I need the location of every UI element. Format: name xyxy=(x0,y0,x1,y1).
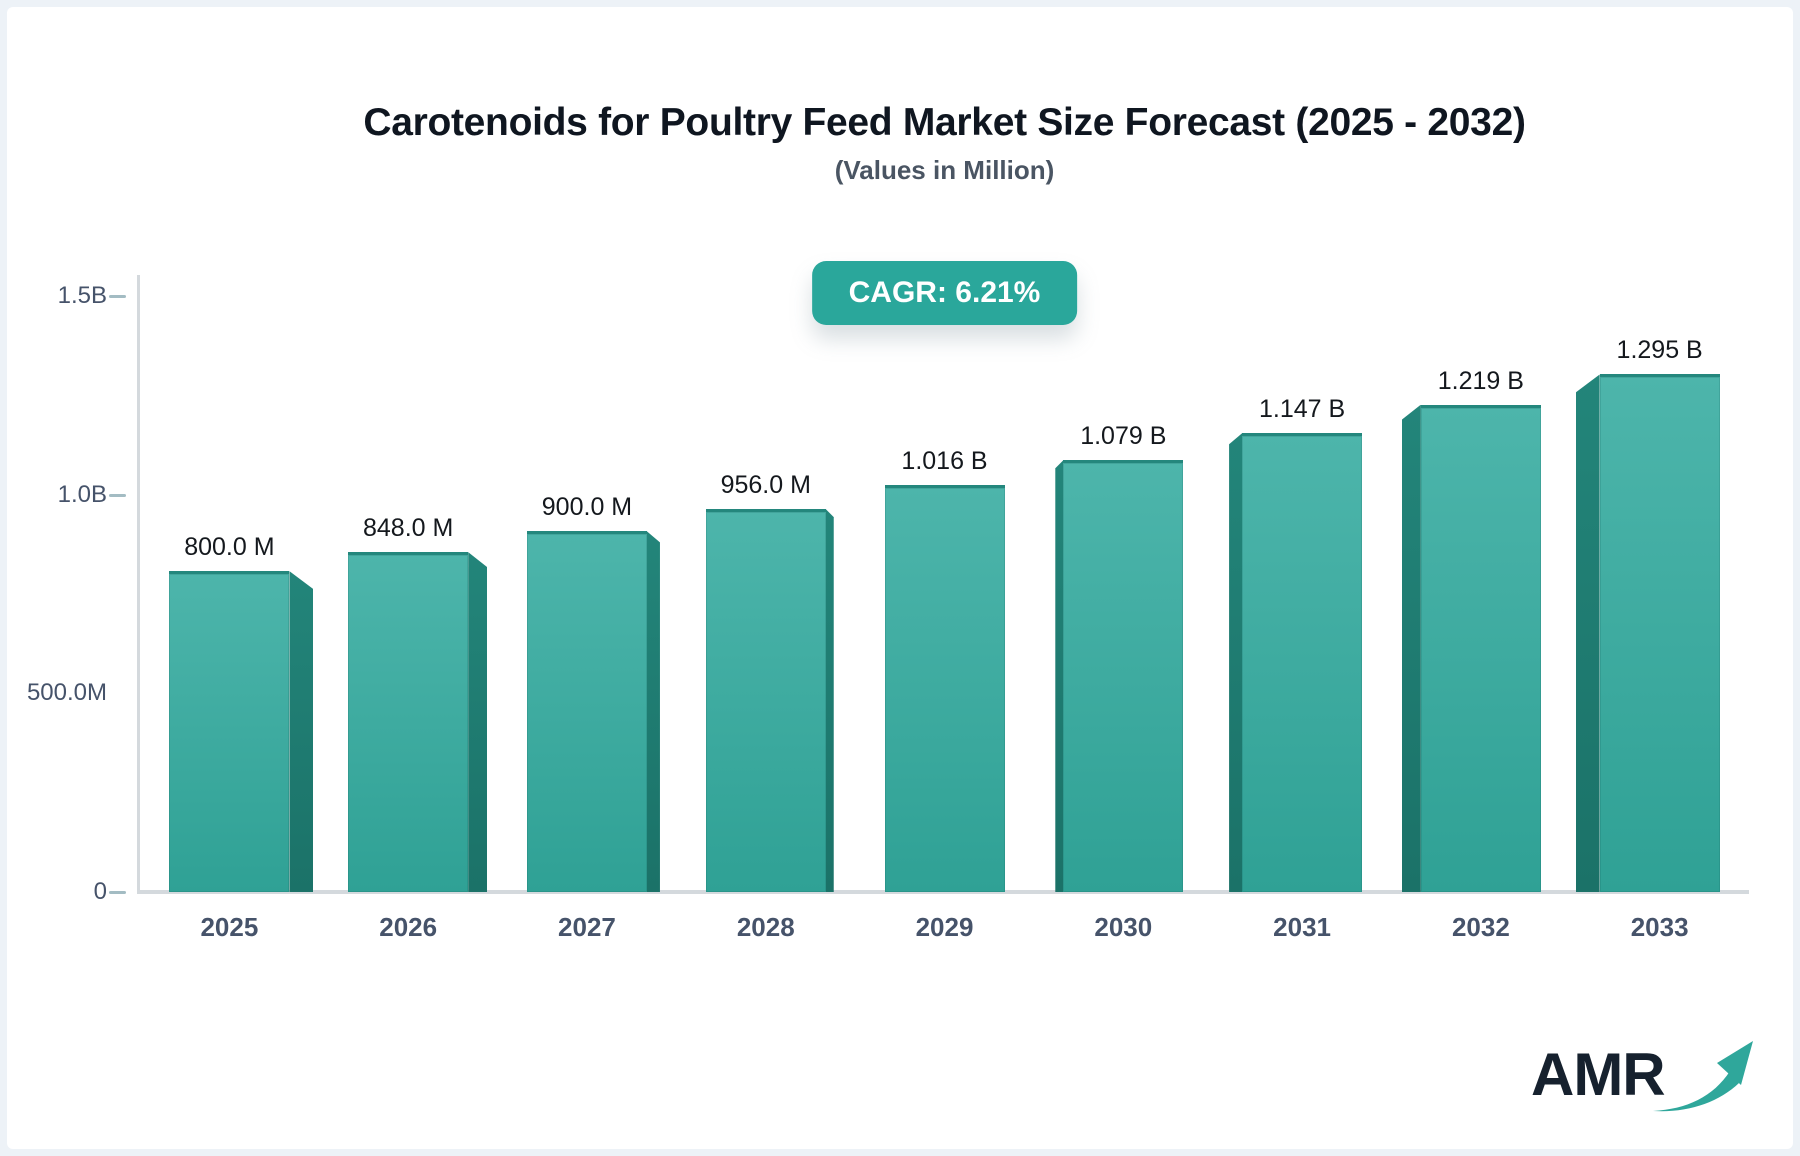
x-axis-label: 2029 xyxy=(915,912,974,942)
x-slot-2030: 2030 xyxy=(1034,912,1213,943)
amr-logo-text: AMR xyxy=(1531,1041,1666,1108)
bar-value-label: 848.0 M xyxy=(363,514,454,543)
x-slot-2026: 2026 xyxy=(319,912,498,943)
bars-container: 800.0 M 848.0 M 900.0 M 956.0 M 1.016 B 1.079… xyxy=(140,296,1749,892)
bar-2033: 1.295 B xyxy=(1575,336,1720,892)
bar-value-label: 956.0 M xyxy=(720,471,811,500)
bar-value-label: 1.079 B xyxy=(1080,422,1167,451)
y-axis-label: 0 xyxy=(93,878,107,905)
bar-value-label: 1.147 B xyxy=(1258,395,1346,424)
bar-value-label: 1.295 B xyxy=(1616,336,1703,365)
bar-3d-left-face xyxy=(1229,433,1243,892)
y-axis-label: 500.0M xyxy=(26,679,107,707)
y-axis-tick-dash xyxy=(109,295,126,298)
y-axis-tick-dash xyxy=(109,493,126,497)
bar-value-label: 1.016 B xyxy=(901,447,988,476)
x-axis-label: 2028 xyxy=(736,912,795,942)
bar-slot-2032: 1.219 B xyxy=(1391,296,1570,892)
bar-2027: 900.0 M xyxy=(526,493,660,892)
x-slot-2033: 2033 xyxy=(1570,912,1749,943)
x-slot-2029: 2029 xyxy=(855,912,1034,943)
bar-slot-2031: 1.147 B xyxy=(1213,296,1392,892)
bar-2025: 800.0 M xyxy=(169,533,314,892)
x-slot-2027: 2027 xyxy=(498,912,677,943)
y-axis-label: 1.5B xyxy=(57,282,107,309)
chart-title: Carotenoids for Poultry Feed Market Size… xyxy=(363,101,1526,144)
bar-slot-2033: 1.295 B xyxy=(1570,296,1749,892)
bar-3d-right-face xyxy=(646,531,660,892)
bar-2029: 1.016 B xyxy=(884,447,1005,892)
bar-2032: 1.219 B xyxy=(1401,367,1541,892)
x-axis: 2025 2026 2027 2028 2029 2030 2031 2032 2033 xyxy=(140,912,1749,943)
bar-3d-left-face xyxy=(1055,460,1064,892)
y-axis-line xyxy=(137,275,140,893)
chart-card: Carotenoids for Poultry Feed Market Size… xyxy=(7,7,1793,1149)
cagr-badge: CAGR: 6.21% xyxy=(811,261,1078,325)
bar-slot-2030: 1.079 B xyxy=(1034,296,1213,892)
bar-3d-right-face xyxy=(468,552,488,892)
x-axis-line xyxy=(137,890,1749,894)
bar-slot-2027: 900.0 M xyxy=(498,296,677,892)
bar-2031: 1.147 B xyxy=(1229,395,1363,892)
x-axis-label: 2026 xyxy=(379,912,438,942)
bar-value-label: 900.0 M xyxy=(541,493,633,522)
bar-slot-2029: 1.016 B xyxy=(855,296,1034,892)
bar-3d-right-face xyxy=(289,571,314,892)
x-slot-2032: 2032 xyxy=(1391,912,1570,943)
bar-2028: 956.0 M xyxy=(705,471,834,892)
y-axis-tick-dash xyxy=(109,891,126,894)
x-axis-label: 2030 xyxy=(1094,912,1153,942)
x-slot-2028: 2028 xyxy=(676,912,855,943)
y-axis: 1.5B 1.0B 500.0M 0 xyxy=(7,282,137,905)
x-axis-label: 2033 xyxy=(1630,912,1689,942)
bar-slot-2026: 848.0 M xyxy=(319,296,498,892)
bar-3d-left-face xyxy=(1575,374,1600,892)
bar-slot-2028: 956.0 M xyxy=(676,296,855,892)
bar-value-label: 1.219 B xyxy=(1437,366,1524,395)
amr-logo: AMR xyxy=(1531,1041,1755,1117)
growth-arrow-icon xyxy=(1652,1041,1753,1112)
x-axis-label: 2031 xyxy=(1273,912,1331,942)
chart-subtitle: (Values in Million) xyxy=(834,155,1055,185)
bar-2026: 848.0 M xyxy=(348,514,488,892)
bar-3d-right-face xyxy=(825,509,834,892)
bar-3d-left-face xyxy=(1401,404,1421,892)
x-slot-2031: 2031 xyxy=(1213,912,1392,943)
bar-2030: 1.079 B xyxy=(1055,422,1184,892)
x-axis-label: 2027 xyxy=(558,912,616,942)
bar-value-label: 800.0 M xyxy=(184,533,275,562)
bar-slot-2025: 800.0 M xyxy=(140,296,319,892)
x-axis-label: 2025 xyxy=(200,912,259,942)
x-axis-label: 2032 xyxy=(1451,912,1510,942)
x-slot-2025: 2025 xyxy=(140,912,319,943)
y-axis-label: 1.0B xyxy=(57,480,107,508)
